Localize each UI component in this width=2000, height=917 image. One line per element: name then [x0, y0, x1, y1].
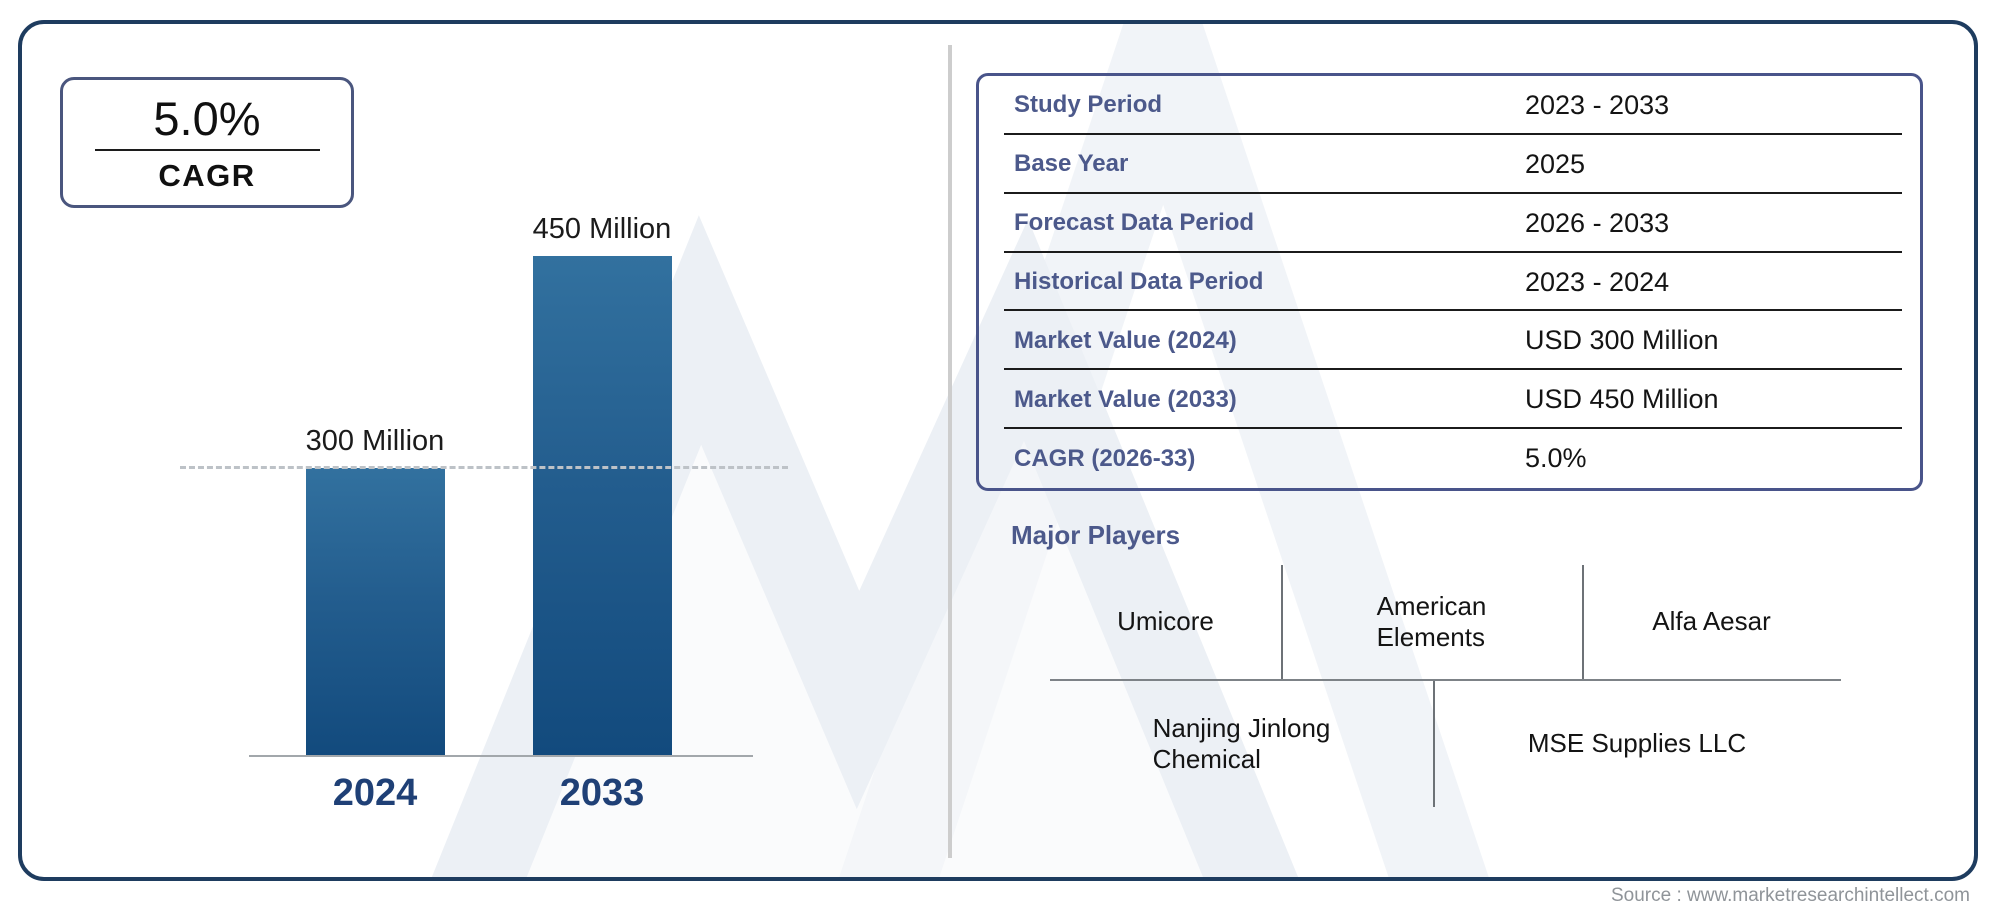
bar-value-label-2024: 300 Million [305, 425, 445, 457]
player-cell: Nanjing Jinlong Chemical [1050, 681, 1433, 806]
players-vertical-divider [1433, 681, 1435, 807]
row-label: Market Value (2033) [1014, 385, 1237, 413]
player-name: MSE Supplies LLC [1527, 728, 1747, 759]
player-cell: American Elements [1281, 565, 1582, 678]
x-tick-2024: 2024 [332, 772, 418, 814]
dashed-gridline-300 [180, 466, 788, 469]
table-row: Base Year 2025 [979, 135, 1920, 194]
player-cell: MSE Supplies LLC [1433, 681, 1841, 806]
row-value: USD 300 Million [1525, 325, 1719, 356]
row-value: 2023 - 2024 [1525, 266, 1670, 297]
x-axis-line [249, 755, 753, 757]
table-row: CAGR (2026-33) 5.0% [979, 429, 1920, 488]
study-info-table: Study Period 2023 - 2033 Base Year 2025 … [976, 73, 1923, 491]
row-value: 2023 - 2033 [1525, 89, 1670, 120]
row-label: Forecast Data Period [1014, 209, 1255, 237]
players-horizontal-divider [1050, 679, 1841, 681]
cagr-label: CAGR [158, 157, 256, 193]
player-name: American Elements [1376, 590, 1487, 652]
players-vertical-divider [1281, 565, 1283, 679]
player-cell: Alfa Aesar [1582, 565, 1841, 678]
row-label: Historical Data Period [1014, 268, 1264, 295]
bar-value-label-2033: 450 Million [532, 213, 672, 245]
cagr-badge: 5.0% CAGR [60, 77, 354, 208]
table-row: Market Value (2024) USD 300 Million [979, 311, 1920, 371]
row-value: 2025 [1525, 148, 1586, 179]
row-label: Base Year [1014, 150, 1129, 178]
row-value: 2026 - 2033 [1525, 207, 1670, 238]
player-name: Umicore [1117, 606, 1214, 637]
major-players-title: Major Players [1011, 520, 1181, 550]
players-vertical-divider [1582, 565, 1584, 679]
table-row: Study Period 2023 - 2033 [979, 76, 1920, 135]
bar-2033 [533, 256, 672, 757]
panel-divider [948, 45, 952, 858]
row-value: USD 450 Million [1525, 384, 1719, 415]
player-name: Alfa Aesar [1652, 606, 1771, 637]
table-row: Market Value (2033) USD 450 Million [979, 370, 1920, 430]
row-label: Market Value (2024) [1014, 326, 1237, 354]
x-tick-2033: 2033 [559, 772, 645, 814]
row-label: Study Period [1014, 91, 1163, 119]
player-cell: Umicore [1050, 565, 1281, 678]
cagr-divider-line [94, 148, 320, 151]
player-name: Nanjing Jinlong Chemical [1152, 712, 1331, 774]
table-row: Forecast Data Period 2026 - 2033 [979, 194, 1920, 253]
row-label: CAGR (2026-33) [1014, 444, 1196, 472]
bar-2024 [306, 468, 445, 757]
table-row: Historical Data Period 2023 - 2024 [979, 253, 1920, 312]
cagr-value: 5.0% [153, 91, 261, 145]
source-attribution: Source : www.marketresearchintellect.com [1610, 885, 1970, 906]
row-value: 5.0% [1525, 443, 1587, 474]
